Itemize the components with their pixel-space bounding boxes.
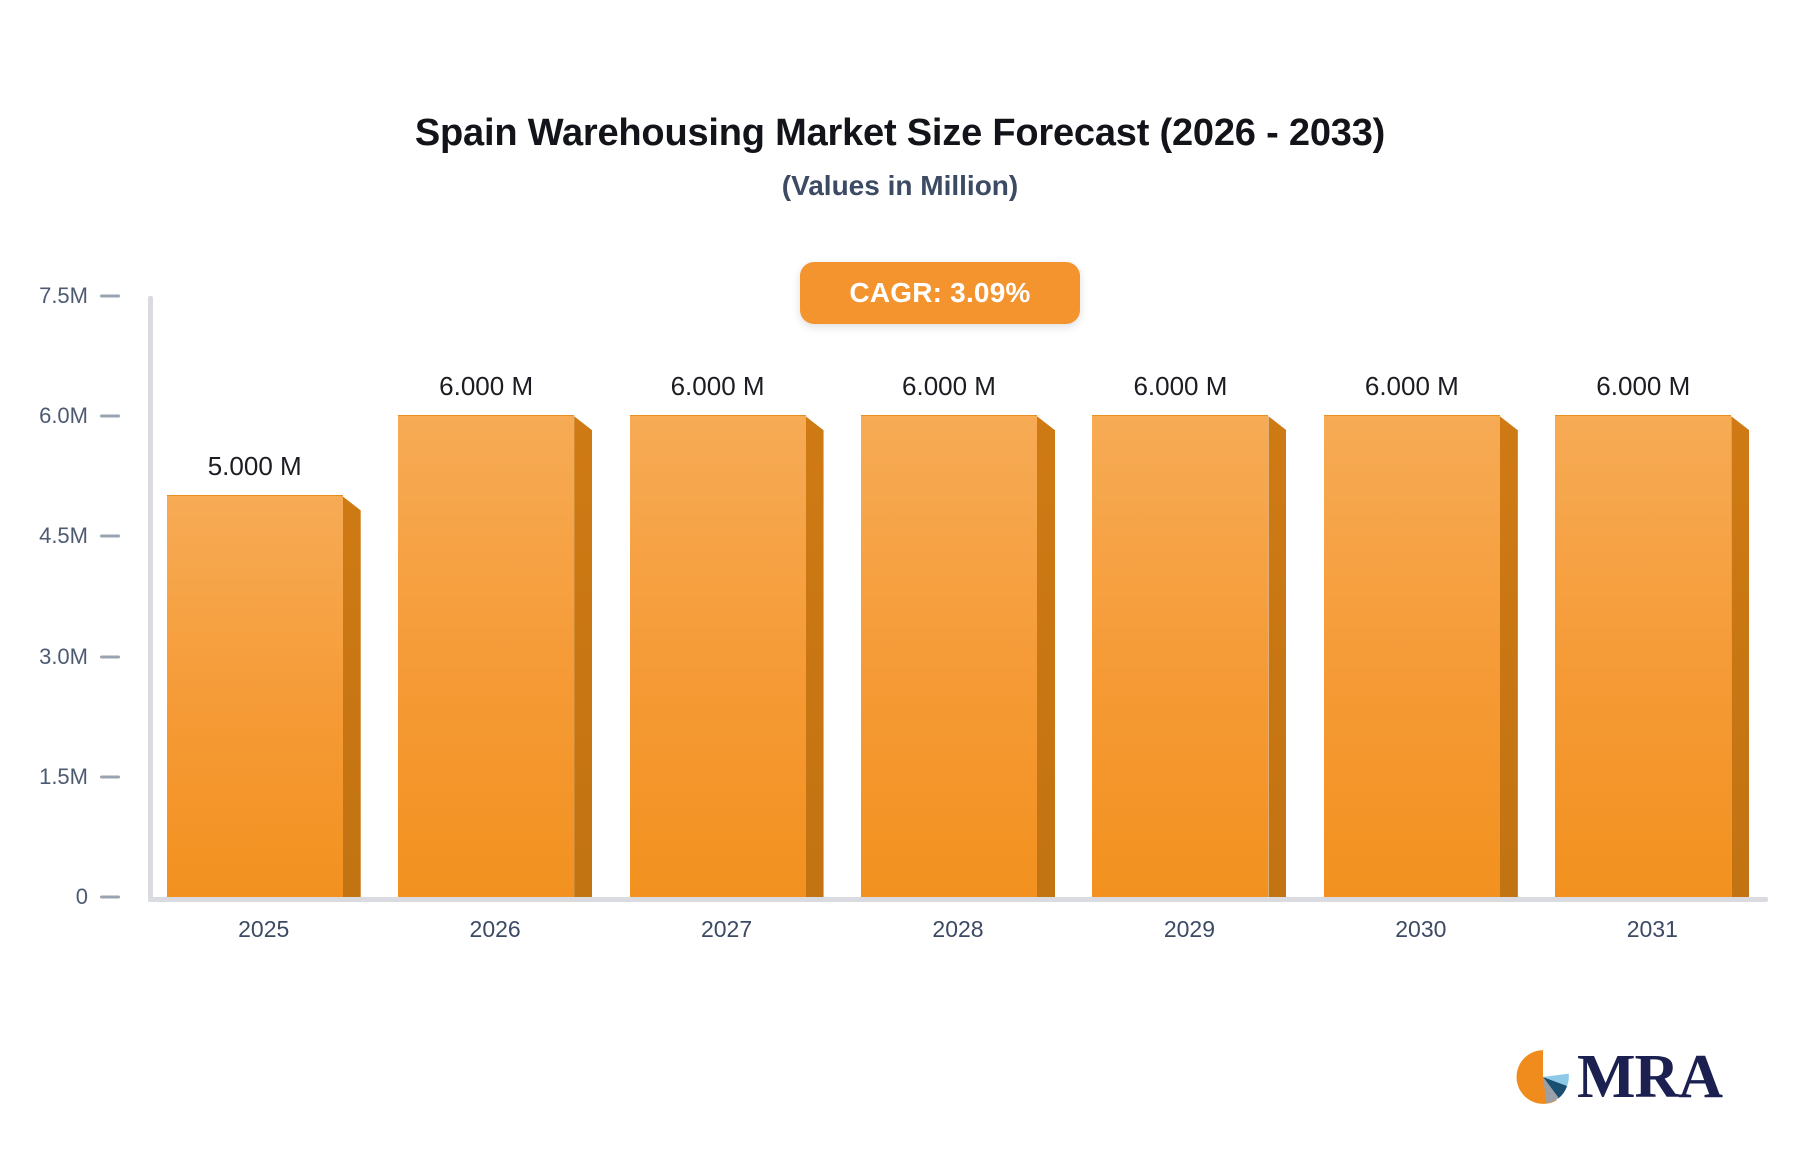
chart-subtitle: (Values in Million) bbox=[781, 170, 1019, 201]
plot-area bbox=[148, 296, 1768, 902]
y-axis-tick-label: 3.0M bbox=[39, 643, 88, 669]
bar-side-face bbox=[1731, 416, 1750, 897]
bar-value-label: 6.000 M bbox=[439, 371, 534, 402]
bar[interactable]: 6.000 M bbox=[1555, 371, 1750, 897]
bar-side-face bbox=[1268, 416, 1287, 897]
bar-value-label: 6.000 M bbox=[902, 371, 996, 402]
y-axis-tick-mark bbox=[100, 775, 120, 779]
bar[interactable]: 5.000 M bbox=[166, 451, 361, 897]
y-axis-ticks: 7.5M 6.0M 4.5M 3.0M 1.5M 0 bbox=[0, 283, 148, 909]
bar-side-face bbox=[1037, 416, 1055, 897]
bar[interactable]: 6.000 M bbox=[398, 371, 593, 897]
bar[interactable]: 6.000 M bbox=[1092, 371, 1287, 897]
pie-chart-icon bbox=[1516, 1050, 1569, 1104]
mra-wordmark: MRA bbox=[1577, 1043, 1723, 1111]
y-axis-tick-mark bbox=[100, 895, 120, 899]
x-axis-tick-label: 2025 bbox=[238, 916, 290, 942]
mra-logo: MRA bbox=[1515, 1038, 1723, 1116]
x-axis-tick-label: 2030 bbox=[1395, 916, 1447, 942]
y-axis-tick-mark bbox=[100, 655, 120, 659]
x-axis-ticks: 2025 2026 2027 2028 2029 2030 2031 bbox=[148, 916, 1768, 956]
bar-front-face bbox=[1092, 415, 1269, 897]
y-axis-tick-label: 0 bbox=[75, 884, 88, 909]
y-axis-line bbox=[148, 296, 153, 900]
x-axis-tick-label: 2027 bbox=[700, 916, 753, 942]
bar-front-face bbox=[1555, 415, 1732, 897]
x-axis-tick-label: 2026 bbox=[469, 916, 521, 942]
y-axis-tick-mark bbox=[100, 294, 120, 298]
y-axis-tick-label: 7.5M bbox=[39, 283, 88, 308]
x-axis-tick-label: 2029 bbox=[1163, 916, 1216, 942]
bar-front-face bbox=[1323, 415, 1500, 897]
x-axis-tick-label: 2031 bbox=[1626, 916, 1678, 942]
bar-value-label: 5.000 M bbox=[207, 451, 302, 482]
bar-front-face bbox=[166, 495, 343, 897]
x-axis-line bbox=[148, 897, 1768, 902]
y-axis-tick-mark bbox=[100, 414, 120, 418]
x-axis-tick-label: 2028 bbox=[932, 916, 984, 942]
bar-side-face bbox=[1499, 416, 1518, 897]
bar-front-face bbox=[861, 415, 1037, 897]
y-axis-tick-label: 6.0M bbox=[39, 403, 88, 429]
bar-side-face bbox=[574, 416, 593, 897]
bar-value-label: 6.000 M bbox=[1364, 371, 1459, 402]
bar-side-face bbox=[805, 416, 824, 897]
bar[interactable]: 6.000 M bbox=[861, 371, 1055, 897]
bar-side-face bbox=[342, 496, 361, 897]
cagr-badge-label: CAGR: 3.09% bbox=[849, 277, 1031, 308]
bar[interactable]: 6.000 M bbox=[1323, 371, 1518, 897]
bar-value-label: 6.000 M bbox=[1133, 371, 1228, 402]
y-axis-tick-label: 4.5M bbox=[39, 523, 88, 549]
bar-front-face bbox=[398, 415, 575, 897]
y-axis-tick-mark bbox=[100, 534, 120, 538]
chart-title: Spain Warehousing Market Size Forecast (… bbox=[414, 112, 1386, 154]
bar-value-label: 6.000 M bbox=[670, 371, 765, 402]
bar-value-label: 6.000 M bbox=[1596, 371, 1691, 402]
bar-series: 5.000 M 6.000 M 6.000 M 6.000 M 6.000 M 6.000… bbox=[148, 296, 1768, 900]
y-axis-tick-label: 1.5M bbox=[39, 763, 88, 789]
bar[interactable]: 6.000 M bbox=[629, 371, 824, 897]
bar-front-face bbox=[629, 415, 806, 897]
cagr-badge: CAGR: 3.09% bbox=[800, 262, 1080, 324]
